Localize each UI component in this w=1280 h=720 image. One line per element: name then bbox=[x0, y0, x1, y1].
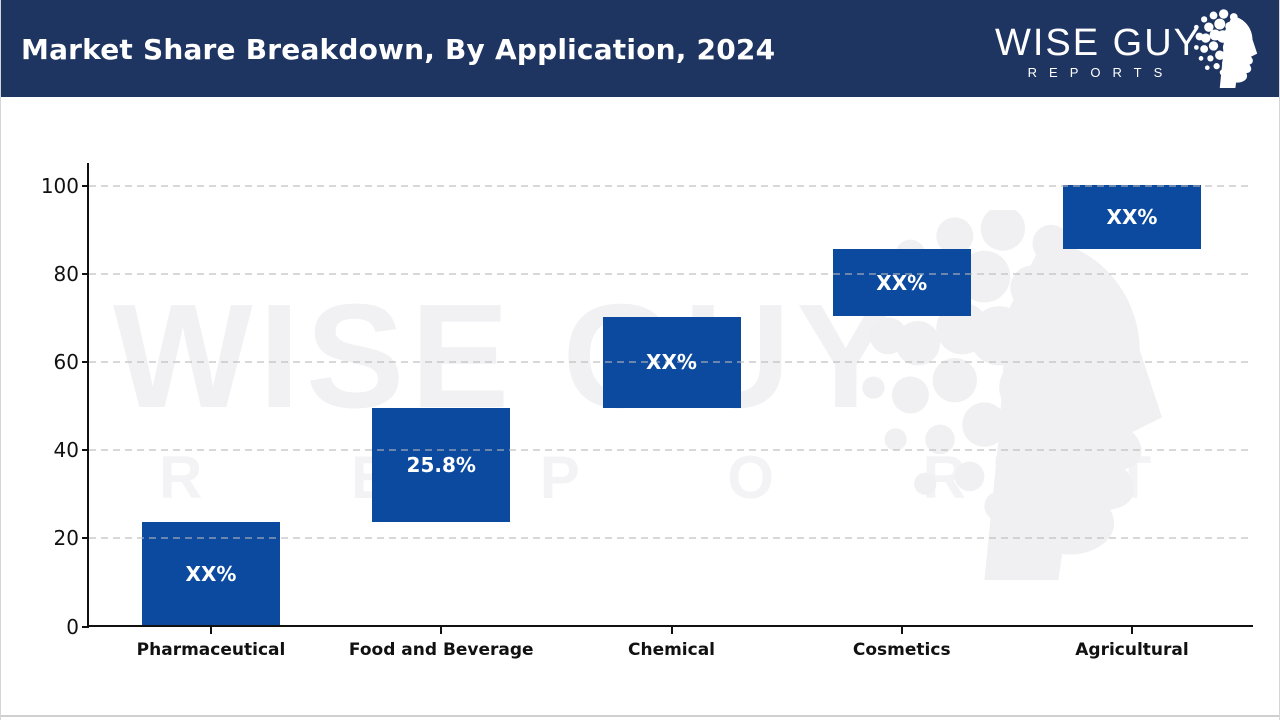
y-axis-tick-label: 100 bbox=[40, 174, 79, 198]
x-tick bbox=[670, 626, 673, 634]
page-title: Market Share Breakdown, By Application, … bbox=[21, 33, 776, 66]
bar-value-label: 25.8% bbox=[406, 452, 476, 477]
y-tick bbox=[82, 449, 89, 452]
logo-wordmark: WISE GUY bbox=[994, 21, 1201, 64]
y-axis-tick-label: 0 bbox=[66, 614, 79, 639]
x-axis-category-label: Chemical bbox=[627, 639, 716, 660]
y-axis-spine bbox=[87, 163, 89, 628]
y-axis-tick-label: 80 bbox=[53, 262, 79, 287]
y-tick bbox=[82, 185, 89, 187]
y-tick bbox=[82, 361, 89, 364]
y-tick bbox=[82, 537, 89, 540]
bar-value-label: XX% bbox=[646, 350, 697, 375]
gridline-60 bbox=[89, 361, 1253, 364]
y-tick bbox=[82, 625, 89, 628]
bar-food-and-beverage bbox=[372, 408, 511, 522]
x-tick bbox=[440, 626, 443, 634]
gridline-20 bbox=[89, 537, 1253, 540]
x-axis-spine bbox=[87, 625, 1253, 627]
bar-cosmetics bbox=[832, 249, 971, 316]
bottom-rule bbox=[1, 715, 1279, 717]
header-band: Market Share Breakdown, By Application, … bbox=[1, 0, 1279, 97]
bar-value-label: XX% bbox=[876, 270, 928, 295]
y-axis-tick-label: 40 bbox=[53, 438, 79, 463]
logo-subtitle: REPORTS bbox=[1027, 65, 1175, 81]
bar-value-label: XX% bbox=[1106, 205, 1158, 230]
x-tick bbox=[900, 626, 903, 634]
x-axis-category-label: Cosmetics bbox=[852, 639, 951, 660]
y-axis-tick-label: 60 bbox=[53, 350, 79, 375]
x-tick bbox=[210, 626, 212, 634]
bar-agricultural bbox=[1063, 185, 1201, 250]
gridline-80 bbox=[89, 273, 1253, 276]
y-tick bbox=[82, 273, 89, 276]
x-axis-category-label: Food and Beverage bbox=[348, 639, 534, 660]
watermark-wordmark: WISE GUY bbox=[113, 274, 902, 439]
x-tick bbox=[1131, 626, 1133, 634]
x-axis-category-label: Pharmaceutical bbox=[136, 639, 286, 660]
x-axis-category-label: Agricultural bbox=[1075, 639, 1189, 660]
wiseguy-logo: WISE GUY REPORTS bbox=[995, 8, 1265, 90]
gridline-40 bbox=[89, 449, 1253, 452]
y-axis-tick-label: 20 bbox=[53, 526, 79, 551]
bar-value-label: XX% bbox=[185, 562, 237, 587]
gridline-100 bbox=[89, 185, 1253, 187]
